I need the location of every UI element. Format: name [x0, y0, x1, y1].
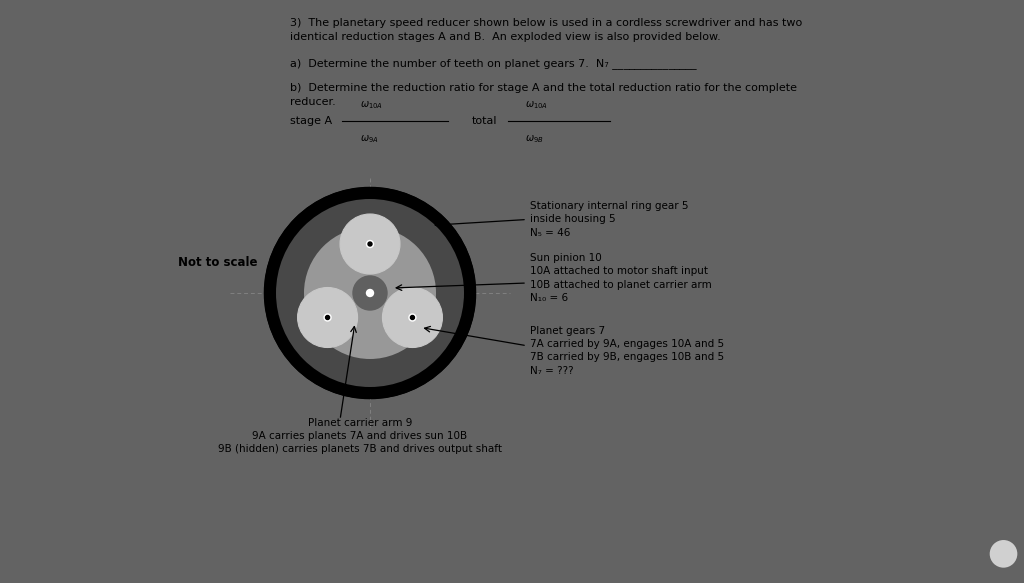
Text: Not to scale: Not to scale [177, 257, 257, 269]
Circle shape [340, 214, 400, 274]
Text: Planet gears 7
7A carried by 9A, engages 10A and 5
7B carried by 9B, engages 10B: Planet gears 7 7A carried by 9A, engages… [530, 326, 724, 375]
Text: b)  Determine the reduction ratio for stage A and the total reduction ratio for : b) Determine the reduction ratio for sta… [290, 83, 797, 107]
Circle shape [324, 314, 331, 321]
Circle shape [340, 214, 400, 274]
Circle shape [298, 287, 357, 347]
Circle shape [265, 188, 475, 398]
Circle shape [367, 290, 374, 297]
Circle shape [340, 214, 400, 274]
Circle shape [989, 540, 1018, 568]
Text: Sun pinion 10
10A attached to motor shaft input
10B attached to planet carrier a: Sun pinion 10 10A attached to motor shaf… [530, 253, 712, 303]
Circle shape [298, 287, 357, 347]
Circle shape [265, 188, 475, 398]
Text: $\omega_{9B}$: $\omega_{9B}$ [525, 133, 544, 145]
Circle shape [411, 315, 415, 319]
Circle shape [298, 287, 357, 347]
Circle shape [304, 227, 436, 359]
Text: Planet carrier arm 9
9A carries planets 7A and drives sun 10B
9B (hidden) carrie: Planet carrier arm 9 9A carries planets … [218, 418, 502, 454]
Text: total: total [472, 116, 498, 126]
Text: $\omega_{10A}$: $\omega_{10A}$ [525, 99, 548, 111]
Circle shape [353, 276, 387, 310]
Circle shape [367, 241, 374, 248]
Text: Stationary internal ring gear 5
inside housing 5
N₅ = 46: Stationary internal ring gear 5 inside h… [530, 201, 688, 238]
Circle shape [409, 314, 416, 321]
Circle shape [276, 199, 464, 387]
Text: 3)  The planetary speed reducer shown below is used in a cordless screwdriver an: 3) The planetary speed reducer shown bel… [290, 18, 802, 42]
Text: $\omega_{10A}$: $\omega_{10A}$ [360, 99, 383, 111]
Circle shape [326, 315, 330, 319]
Text: a)  Determine the number of teeth on planet gears 7.  N₇ _______________: a) Determine the number of teeth on plan… [290, 58, 696, 69]
Circle shape [368, 242, 372, 246]
Circle shape [382, 287, 442, 347]
Circle shape [382, 287, 442, 347]
Circle shape [382, 287, 442, 347]
Text: stage A: stage A [290, 116, 332, 126]
Text: $\omega_{9A}$: $\omega_{9A}$ [360, 133, 379, 145]
